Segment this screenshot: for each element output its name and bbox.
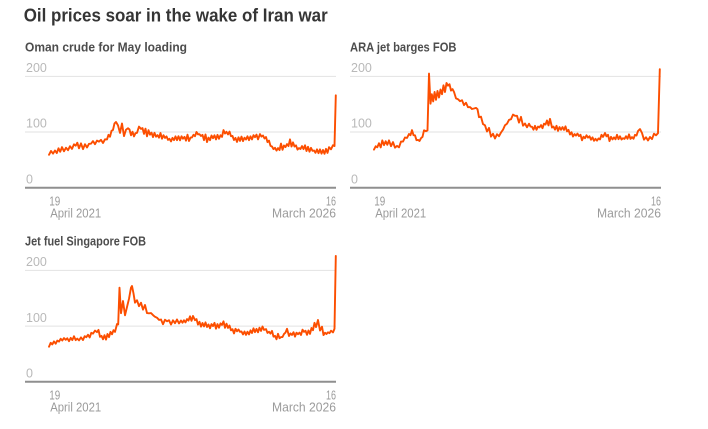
svg-text:19: 19 <box>49 194 60 208</box>
svg-text:100: 100 <box>351 117 372 131</box>
svg-text:April 2021: April 2021 <box>375 207 426 221</box>
svg-text:19: 19 <box>374 194 385 208</box>
svg-text:100: 100 <box>26 311 47 325</box>
svg-text:16: 16 <box>651 194 661 208</box>
svg-text:0: 0 <box>26 172 33 186</box>
svg-text:Oil prices soar in the wake of: Oil prices soar in the wake of Iran war <box>24 6 328 26</box>
svg-text:April 2021: April 2021 <box>50 401 101 415</box>
svg-text:0: 0 <box>26 366 33 380</box>
svg-text:Jet fuel Singapore FOB: Jet fuel Singapore FOB <box>25 235 146 249</box>
svg-text:March 2026: March 2026 <box>272 207 336 221</box>
svg-text:200: 200 <box>26 61 47 75</box>
svg-text:19: 19 <box>49 388 60 402</box>
svg-text:ARA jet barges FOB: ARA jet barges FOB <box>350 41 457 55</box>
svg-text:16: 16 <box>326 388 336 402</box>
svg-text:March 2026: March 2026 <box>597 207 661 221</box>
svg-text:200: 200 <box>351 61 372 75</box>
svg-text:April 2021: April 2021 <box>50 207 101 221</box>
svg-text:Oman crude for May loading: Oman crude for May loading <box>25 41 187 55</box>
svg-text:100: 100 <box>26 117 47 131</box>
svg-text:16: 16 <box>326 194 336 208</box>
svg-text:March 2026: March 2026 <box>272 401 336 415</box>
svg-text:0: 0 <box>351 172 358 186</box>
svg-text:200: 200 <box>26 255 47 269</box>
